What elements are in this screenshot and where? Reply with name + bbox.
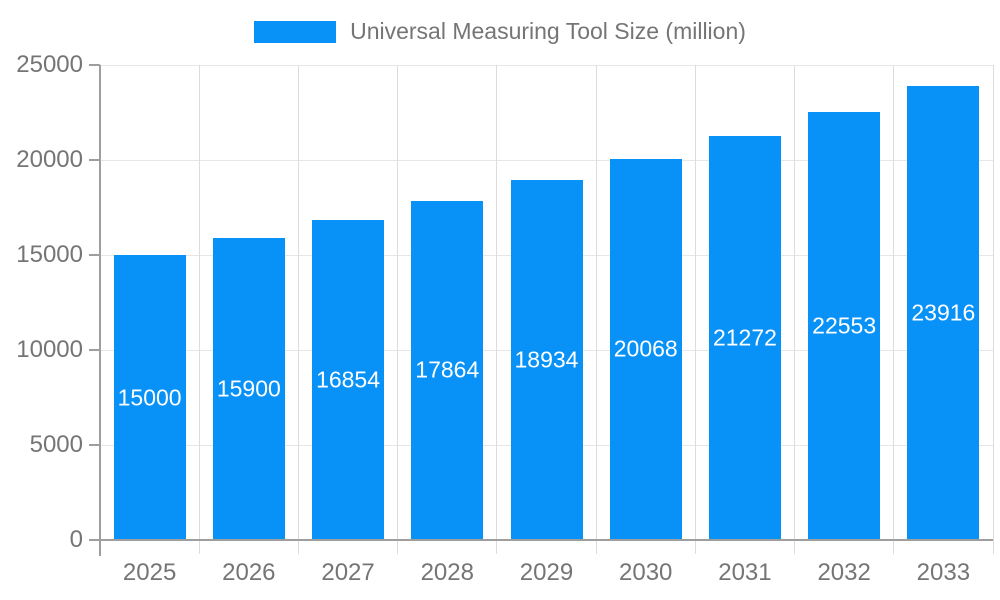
x-axis-label: 2033 xyxy=(916,559,971,586)
h-gridline xyxy=(100,159,993,161)
v-gridline xyxy=(794,65,796,554)
x-axis-line xyxy=(89,539,993,541)
y-axis-tick xyxy=(89,444,100,446)
plot-area: 0 5000 10000 15000 20000 25000 15000 2025 15900 2… xyxy=(16,51,994,586)
v-gridline xyxy=(496,65,498,554)
legend-swatch xyxy=(254,20,337,43)
bar-value-label: 15000 xyxy=(117,384,182,410)
v-gridline xyxy=(397,65,399,554)
x-axis-label: 2027 xyxy=(321,559,375,586)
y-axis-label: 25000 xyxy=(16,51,83,78)
y-axis-tick xyxy=(89,64,100,66)
v-gridline xyxy=(297,65,299,554)
y-axis-label: 15000 xyxy=(16,241,83,268)
x-axis-label: 2025 xyxy=(122,559,177,586)
bar-value-label: 17864 xyxy=(415,356,480,383)
y-axis-label: 5000 xyxy=(29,431,83,458)
v-gridline xyxy=(198,65,200,554)
y-axis-tick xyxy=(89,159,100,161)
bar-2027[interactable]: 16854 xyxy=(312,219,385,540)
y-axis-tick xyxy=(89,349,100,351)
h-gridline xyxy=(100,64,993,66)
v-gridline xyxy=(992,65,994,554)
bar-value-label: 18934 xyxy=(514,346,579,373)
x-axis-label: 2026 xyxy=(222,559,276,586)
bar-2032[interactable]: 22553 xyxy=(808,111,881,540)
bar-2030[interactable]: 20068 xyxy=(609,158,682,540)
bar-2028[interactable]: 17864 xyxy=(411,200,484,540)
bar-value-label: 20068 xyxy=(613,335,678,362)
bar-value-label: 15900 xyxy=(216,375,281,402)
bar-value-label: 16854 xyxy=(316,366,381,393)
bar-2029[interactable]: 18934 xyxy=(510,180,583,540)
bar-2025[interactable]: 15000 xyxy=(113,255,186,540)
x-axis-label: 2029 xyxy=(519,559,574,586)
chart-legend[interactable]: Universal Measuring Tool Size (million) xyxy=(0,18,1000,45)
y-axis-label: 10000 xyxy=(16,336,83,363)
bar-value-label: 23916 xyxy=(911,299,976,326)
y-axis-label: 20000 xyxy=(16,146,83,173)
x-axis-label: 2031 xyxy=(718,559,772,586)
x-axis-label: 2028 xyxy=(420,559,474,586)
bar-value-label: 22553 xyxy=(812,312,877,339)
x-axis-label: 2030 xyxy=(619,559,673,586)
bar-2031[interactable]: 21272 xyxy=(708,135,781,540)
v-gridline xyxy=(893,65,895,554)
bar-value-label: 21272 xyxy=(712,324,777,351)
legend-label: Universal Measuring Tool Size (million) xyxy=(350,18,746,44)
y-axis-label: 0 xyxy=(69,526,83,553)
bar-2026[interactable]: 15900 xyxy=(212,237,285,540)
y-axis-line xyxy=(99,65,101,556)
x-axis-label: 2032 xyxy=(817,559,871,586)
v-gridline xyxy=(595,65,597,554)
v-gridline xyxy=(694,65,696,554)
y-axis-tick xyxy=(89,254,100,256)
bar-2033[interactable]: 23916 xyxy=(907,85,980,540)
